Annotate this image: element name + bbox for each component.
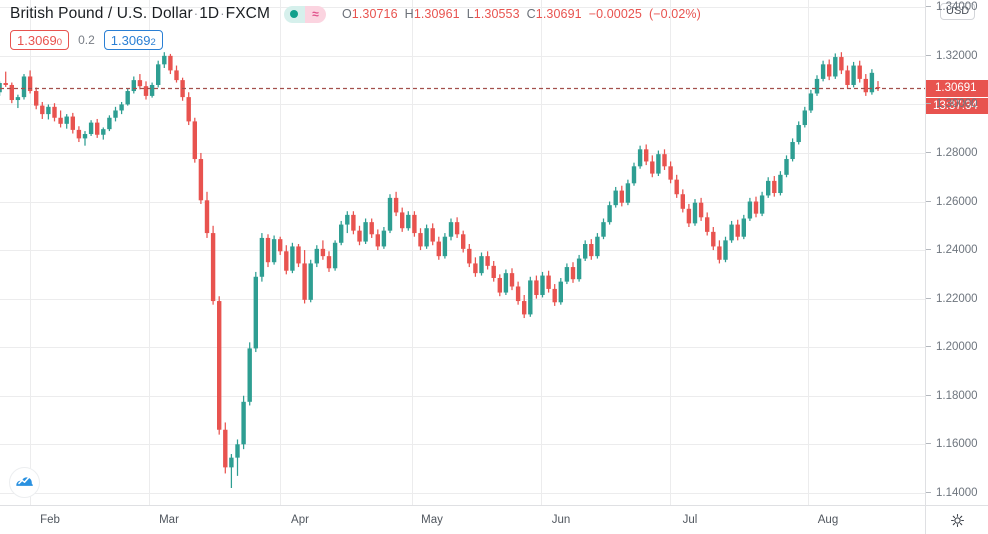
tradingview-logo-icon <box>16 476 33 486</box>
gear-icon <box>950 513 964 527</box>
bid-badge[interactable]: 1.3069 0 <box>10 30 70 50</box>
symbol-title[interactable]: British Pound / U.S. Dollar·1D·FXCM <box>10 5 270 23</box>
price-tick-label: 1.26000 <box>926 195 978 209</box>
ask-main: 1.3069 <box>110 33 151 48</box>
price-tick-label: 1.18000 <box>926 389 978 403</box>
time-axis[interactable]: Feb Mar Apr May Jun Jul Aug <box>0 505 988 534</box>
wave-icon[interactable]: ≈ <box>304 5 326 23</box>
ohlc-open-label: O <box>341 7 352 21</box>
ohlc-values: O1.30716 H1.30961 L1.30553 C1.30691 −0.00025… <box>342 7 701 21</box>
price-tick-label: 1.16000 <box>926 437 978 451</box>
series-dot-icon[interactable] <box>283 5 305 23</box>
ohlc-low-label: L <box>466 7 474 21</box>
symbol-interval[interactable]: 1D <box>199 5 220 22</box>
ohlc-close-label: C <box>526 7 536 21</box>
chart-settings-button[interactable] <box>925 506 988 534</box>
ohlc-open: O1.30716 <box>342 7 398 21</box>
price-axis[interactable]: USD 1.30691 13:37:34 1.34000 1.32000 1.300… <box>925 0 988 505</box>
current-price-tag: 1.30691 <box>926 79 988 97</box>
time-tick-label: May <box>421 514 443 526</box>
quote-badges: 1.3069 0 0.2 1.3069 2 <box>10 29 163 51</box>
candlestick-series <box>0 52 881 489</box>
ohlc-change-pct: (−0.02%) <box>648 7 701 21</box>
time-tick-label: Apr <box>291 514 309 526</box>
bid-last-digit: 0 <box>56 37 63 48</box>
ask-badge[interactable]: 1.3069 2 <box>103 30 163 50</box>
spread-value: 0.2 <box>78 33 95 47</box>
ohlc-open-value: 1.30716 <box>351 7 398 21</box>
price-tick-label: 1.24000 <box>926 243 978 257</box>
currency-pill[interactable]: USD <box>940 3 976 20</box>
current-time-tag: 13:37:34 <box>926 96 988 114</box>
time-tick-label: Aug <box>817 514 839 526</box>
price-tick-label: 1.32000 <box>926 49 978 63</box>
series-style-badges[interactable]: ≈ <box>283 5 326 23</box>
ohlc-low-value: 1.30553 <box>473 7 520 21</box>
symbol-exchange: FXCM <box>225 5 270 22</box>
current-price-line <box>0 87 925 90</box>
symbol-name: British Pound / U.S. Dollar <box>10 5 193 22</box>
time-tick-label: Jun <box>551 514 571 526</box>
chart-plot-area[interactable] <box>0 0 925 505</box>
chart-legend: British Pound / U.S. Dollar·1D·FXCM ≈ O1… <box>10 4 701 24</box>
ohlc-high: H1.30961 <box>405 7 460 21</box>
time-tick-label: Feb <box>40 514 60 526</box>
price-tick-label: 1.14000 <box>926 486 978 500</box>
price-tick-label: 1.30000 <box>926 97 978 111</box>
tradingview-logo[interactable] <box>9 467 40 498</box>
bid-main: 1.3069 <box>17 33 57 48</box>
ohlc-change-abs: −0.00025 <box>588 7 642 21</box>
ohlc-high-value: 1.30961 <box>413 7 460 21</box>
ohlc-close-value: 1.30691 <box>535 7 582 21</box>
ohlc-close: C1.30691 <box>527 7 582 21</box>
time-tick-label: Jul <box>682 514 698 526</box>
ohlc-low: L1.30553 <box>467 7 520 21</box>
price-tick-label: 1.34000 <box>926 0 978 14</box>
ohlc-high-label: H <box>404 7 414 21</box>
price-tick-label: 1.20000 <box>926 340 978 354</box>
price-tick-label: 1.22000 <box>926 292 978 306</box>
ask-last-digit: 2 <box>150 37 156 48</box>
title-separator-2: · <box>220 6 225 21</box>
price-tick-label: 1.28000 <box>926 146 978 160</box>
time-tick-label: Mar <box>159 514 179 526</box>
title-separator-1: · <box>193 6 199 21</box>
